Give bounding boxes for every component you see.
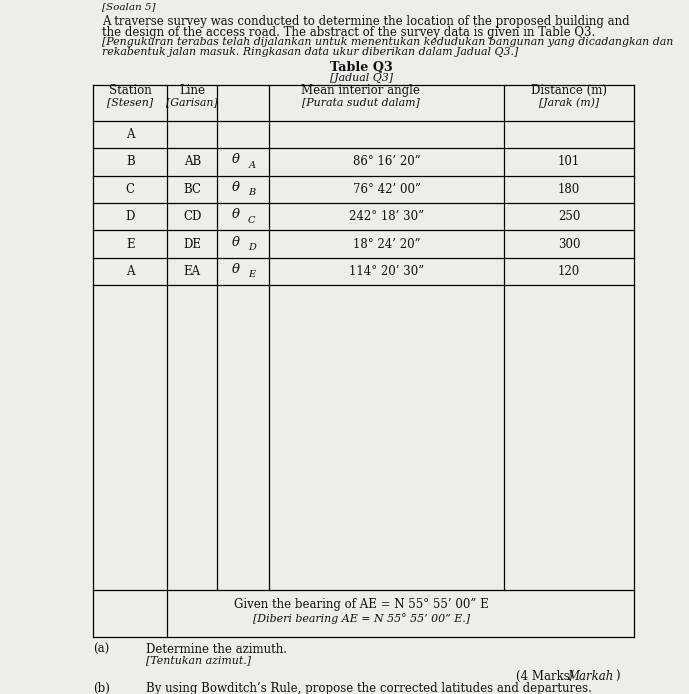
Text: 18° 24’ 20”: 18° 24’ 20” xyxy=(353,237,420,251)
Text: B: B xyxy=(126,155,134,169)
Text: C: C xyxy=(248,216,256,225)
Text: AB: AB xyxy=(183,155,201,169)
Text: Given the bearing of AE = N 55° 55’ 00” E: Given the bearing of AE = N 55° 55’ 00” … xyxy=(234,598,489,611)
Text: θ: θ xyxy=(232,153,240,167)
Text: 114° 20’ 30”: 114° 20’ 30” xyxy=(349,265,424,278)
Text: θ: θ xyxy=(232,263,240,276)
Text: DE: DE xyxy=(183,237,201,251)
Text: 300: 300 xyxy=(558,237,580,251)
Text: [Purata sudut dalam]: [Purata sudut dalam] xyxy=(302,98,420,108)
Text: [Stesen]: [Stesen] xyxy=(107,98,153,108)
Text: E: E xyxy=(126,237,134,251)
Text: B: B xyxy=(248,188,256,197)
Text: [Tentukan azimut.]: [Tentukan azimut.] xyxy=(146,655,251,665)
Text: A: A xyxy=(126,128,134,141)
Text: 242° 18’ 30”: 242° 18’ 30” xyxy=(349,210,424,223)
Text: the design of the access road. The abstract of the survey data is given in Table: the design of the access road. The abstr… xyxy=(102,26,595,39)
Text: 250: 250 xyxy=(558,210,580,223)
Text: A traverse survey was conducted to determine the location of the proposed buildi: A traverse survey was conducted to deter… xyxy=(102,15,630,28)
Text: 101: 101 xyxy=(558,155,580,169)
Text: [Soalan 5]: [Soalan 5] xyxy=(102,2,156,11)
Text: EA: EA xyxy=(184,265,200,278)
Text: Mean interior angle: Mean interior angle xyxy=(301,85,420,97)
Text: (b): (b) xyxy=(93,682,110,694)
Text: A: A xyxy=(126,265,134,278)
Text: (4 Marks/: (4 Marks/ xyxy=(516,670,574,683)
Text: [Diberi bearing AE = N 55° 55’ 00” E.]: [Diberi bearing AE = N 55° 55’ 00” E.] xyxy=(254,613,470,624)
Text: rekabentuk jalan masuk. Ringkasan data ukur diberikan dalam Jadual Q3.]: rekabentuk jalan masuk. Ringkasan data u… xyxy=(102,47,518,58)
Text: D: D xyxy=(248,243,256,252)
Text: A: A xyxy=(248,161,256,170)
Text: θ: θ xyxy=(232,208,240,221)
Text: By using Bowditch’s Rule, propose the corrected latitudes and departures.: By using Bowditch’s Rule, propose the co… xyxy=(146,682,592,694)
Text: Markah: Markah xyxy=(567,670,613,683)
Text: D: D xyxy=(125,210,135,223)
Text: 180: 180 xyxy=(558,183,580,196)
Text: E: E xyxy=(248,271,256,280)
Text: [Garisan]: [Garisan] xyxy=(166,98,218,108)
Text: Distance (m): Distance (m) xyxy=(531,85,607,97)
Text: Table Q3: Table Q3 xyxy=(330,61,393,74)
Text: BC: BC xyxy=(183,183,201,196)
Text: Line: Line xyxy=(179,85,205,97)
Text: Station: Station xyxy=(109,85,152,97)
Text: C: C xyxy=(125,183,135,196)
Text: (a): (a) xyxy=(93,643,110,657)
Text: 76° 42’ 00”: 76° 42’ 00” xyxy=(353,183,420,196)
Text: [Jarak (m)]: [Jarak (m)] xyxy=(539,97,599,108)
Text: 86° 16’ 20”: 86° 16’ 20” xyxy=(353,155,420,169)
Text: ): ) xyxy=(615,670,620,683)
Text: [Pengukuran terabas telah dijalankan untuk menentukan kedudukan bangunan yang di: [Pengukuran terabas telah dijalankan unt… xyxy=(102,37,673,46)
Text: [Jadual Q3]: [Jadual Q3] xyxy=(330,73,393,83)
Text: CD: CD xyxy=(183,210,201,223)
Text: 120: 120 xyxy=(558,265,580,278)
Text: θ: θ xyxy=(232,235,240,248)
Text: θ: θ xyxy=(232,180,240,194)
Text: Determine the azimuth.: Determine the azimuth. xyxy=(146,643,287,657)
